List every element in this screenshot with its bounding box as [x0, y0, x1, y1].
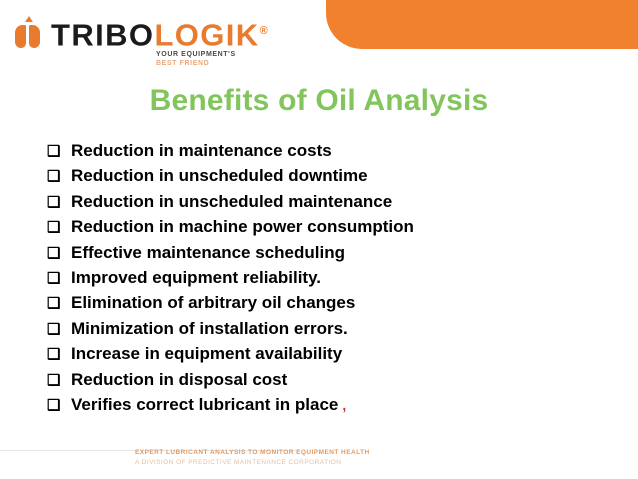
list-item: ❑ Reduction in disposal cost	[47, 370, 418, 395]
list-item: ❑ Verifies correct lubricant in place ,	[47, 395, 418, 420]
acorn-shield-icon	[14, 16, 44, 50]
list-item: ❑ Elimination of arbitrary oil changes	[47, 293, 418, 318]
list-item: ❑ Minimization of installation errors.	[47, 319, 418, 344]
square-bullet-icon: ❑	[47, 269, 61, 287]
logo-tagline-line2: BEST FRIEND	[156, 59, 210, 67]
benefits-list: ❑ Reduction in maintenance costs ❑ Reduc…	[47, 141, 418, 420]
list-item-label: Verifies correct lubricant in place	[71, 394, 339, 414]
company-logo: TRIBOLOGIK® YOUR EQUIPMENT'S BEST FRIEND	[14, 16, 268, 67]
square-bullet-icon: ❑	[47, 295, 61, 313]
list-item: ❑ Reduction in maintenance costs	[47, 141, 418, 166]
square-bullet-icon: ❑	[47, 168, 61, 186]
footer-division-note: A DIVISION OF PREDICTIVE MAINTENANCE COR…	[135, 459, 342, 466]
list-item-label: Increase in equipment availability	[71, 344, 343, 364]
list-item-label: Reduction in disposal cost	[71, 369, 288, 389]
list-item-label: Reduction in unscheduled downtime	[71, 166, 368, 186]
list-item-label: Reduction in maintenance costs	[71, 141, 332, 160]
footer-divider	[0, 450, 300, 451]
list-item-suffix: ,	[342, 396, 347, 413]
square-bullet-icon: ❑	[47, 143, 61, 160]
logo-triangle-shape	[25, 16, 33, 22]
logo-registered-mark: ®	[259, 25, 268, 37]
square-bullet-icon: ❑	[47, 193, 61, 211]
square-bullet-icon: ❑	[47, 244, 61, 262]
list-item-label: Minimization of installation errors.	[71, 318, 348, 338]
logo-tagline-line1: YOUR EQUIPMENT'S	[156, 51, 236, 59]
square-bullet-icon: ❑	[47, 219, 61, 237]
logo-word-part2: LOGIK	[154, 17, 260, 53]
list-item: ❑ Reduction in machine power consumption	[47, 217, 418, 242]
square-bullet-icon: ❑	[47, 320, 61, 338]
list-item-label: Reduction in machine power consumption	[71, 217, 414, 237]
square-bullet-icon: ❑	[47, 396, 61, 414]
list-item: ❑ Improved equipment reliability.	[47, 268, 418, 293]
logo-right-petal-shape	[29, 25, 40, 48]
list-item: ❑ Reduction in unscheduled maintenance	[47, 192, 418, 217]
list-item-label: Elimination of arbitrary oil changes	[71, 293, 356, 313]
header-orange-banner	[326, 0, 638, 49]
page-title: Benefits of Oil Analysis	[149, 84, 489, 117]
square-bullet-icon: ❑	[47, 371, 61, 389]
list-item: ❑ Effective maintenance scheduling	[47, 243, 418, 268]
logo-text-block: TRIBOLOGIK® YOUR EQUIPMENT'S BEST FRIEND	[51, 16, 268, 68]
logo-word-part1: TRIBO	[51, 17, 155, 53]
square-bullet-icon: ❑	[47, 346, 61, 364]
list-item-label: Effective maintenance scheduling	[71, 242, 345, 262]
logo-wordmark: TRIBOLOGIK®	[51, 16, 268, 50]
list-item: ❑ Reduction in unscheduled downtime	[47, 166, 418, 191]
list-item-label: Reduction in unscheduled maintenance	[71, 191, 393, 211]
logo-left-petal-shape	[15, 25, 26, 48]
footer: EXPERT LUBRICANT ANALYSIS TO MONITOR EQU…	[135, 448, 370, 468]
list-item-label: Improved equipment reliability.	[71, 267, 322, 287]
list-item: ❑ Increase in equipment availability	[47, 344, 418, 369]
footer-tagline: EXPERT LUBRICANT ANALYSIS TO MONITOR EQU…	[135, 449, 370, 456]
logo-tagline: YOUR EQUIPMENT'S BEST FRIEND	[156, 51, 268, 68]
